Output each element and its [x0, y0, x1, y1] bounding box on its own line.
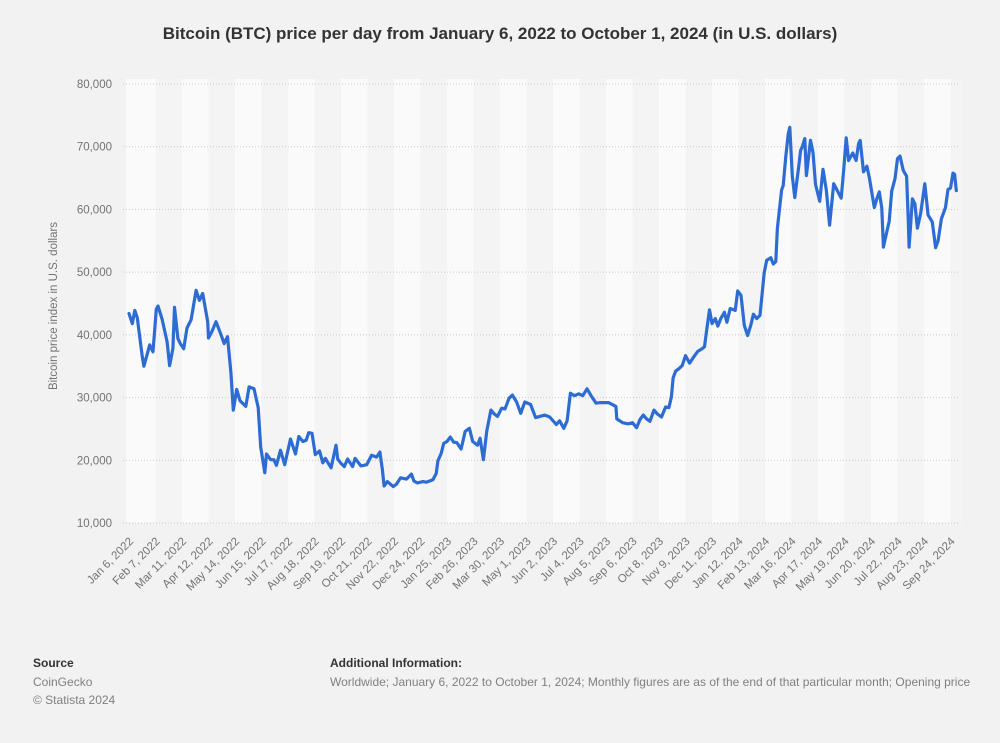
plot-band	[897, 79, 924, 523]
plot-band	[632, 79, 659, 523]
plot-band	[579, 79, 606, 523]
plot-band	[208, 79, 235, 523]
plot-band	[526, 79, 553, 523]
plot-band	[288, 79, 315, 523]
y-axis-title: Bitcoin price index in U.S. dollars	[48, 222, 60, 390]
plot-band	[235, 79, 262, 523]
plot-band	[341, 79, 368, 523]
plot-band	[553, 79, 580, 523]
plot-band	[606, 79, 633, 523]
y-tick-label: 80,000	[77, 79, 112, 91]
plot-band	[500, 79, 527, 523]
plot-band	[261, 79, 288, 523]
plot-band	[871, 79, 898, 523]
plot-band	[924, 79, 951, 523]
price-line	[127, 125, 958, 489]
y-axis-tick-labels: 80,000 70,000 60,000 50,000 40,000 30,000 20,0…	[77, 79, 112, 530]
additional-info-text: Worldwide; January 6, 2022 to October 1,…	[330, 674, 971, 689]
plot-band	[155, 79, 182, 523]
plot-band	[712, 79, 739, 523]
plot-band	[818, 79, 845, 523]
y-tick-label: 10,000	[77, 518, 112, 530]
y-tick-label: 70,000	[77, 142, 112, 154]
plot-band	[685, 79, 712, 523]
additional-info-label: Additional Information:	[330, 656, 462, 670]
plot-band	[473, 79, 500, 523]
plot-background-bands	[126, 79, 963, 523]
plot-band	[447, 79, 474, 523]
y-tick-label: 40,000	[77, 330, 112, 342]
plot-band	[420, 79, 447, 523]
plot-band	[659, 79, 686, 523]
y-tick-label: 60,000	[77, 204, 112, 216]
y-tick-label: 50,000	[77, 267, 112, 279]
additional-info-block: Additional Information: Worldwide; Janua…	[330, 654, 990, 691]
source-name: CoinGecko	[33, 674, 93, 689]
source-block: Source CoinGecko © Statista 2024	[33, 654, 115, 710]
y-tick-label: 30,000	[77, 393, 112, 405]
plot-band	[367, 79, 394, 523]
chart-title: Bitcoin (BTC) price per day from January…	[162, 24, 838, 43]
plot-band	[126, 79, 156, 523]
plot-band	[394, 79, 421, 523]
plot-band	[950, 79, 963, 523]
y-tick-label: 20,000	[77, 455, 112, 467]
bitcoin-price-line-chart: 80,000 70,000 60,000 50,000 40,000 30,000 20,0…	[48, 79, 963, 594]
copyright-notice: © Statista 2024	[33, 693, 116, 707]
source-label: Source	[33, 656, 74, 670]
